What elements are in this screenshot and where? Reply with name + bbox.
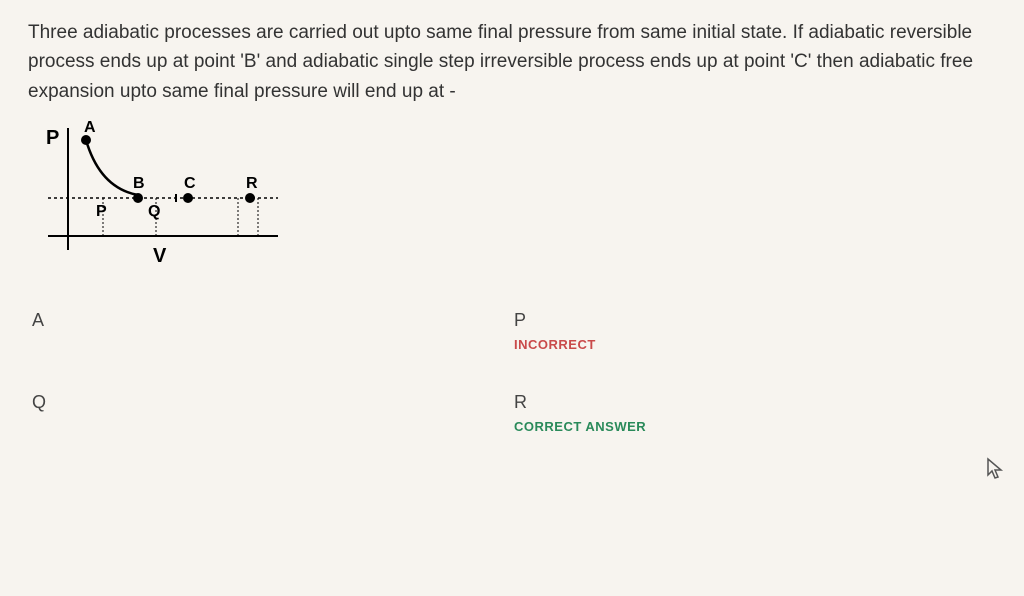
status-incorrect: INCORRECT xyxy=(514,337,936,352)
point-R xyxy=(245,193,255,203)
option-label: Q xyxy=(32,392,454,413)
label-R: R xyxy=(246,175,258,192)
label-B: B xyxy=(133,175,145,192)
option-R[interactable]: R CORRECT ANSWER xyxy=(514,392,936,434)
tick-label-P: P xyxy=(96,203,107,220)
option-label: P xyxy=(514,310,936,331)
question-text: Three adiabatic processes are carried ou… xyxy=(28,18,996,106)
point-C xyxy=(183,193,193,203)
option-Q[interactable]: Q xyxy=(32,392,454,434)
x-axis-label: V xyxy=(153,245,167,267)
label-C: C xyxy=(184,175,196,192)
y-axis-label: P xyxy=(46,127,59,149)
label-A: A xyxy=(84,120,96,136)
option-label: R xyxy=(514,392,936,413)
option-P[interactable]: P INCORRECT xyxy=(514,310,936,352)
point-B xyxy=(133,193,143,203)
options-grid: A P INCORRECT Q R CORRECT ANSWER xyxy=(28,310,996,434)
tick-label-Q: Q xyxy=(148,203,160,220)
pv-diagram: P V A B C R P Q xyxy=(28,120,288,270)
cursor-icon xyxy=(986,457,1006,486)
status-correct: CORRECT ANSWER xyxy=(514,419,936,434)
option-label: A xyxy=(32,310,454,331)
point-A xyxy=(81,135,91,145)
option-A[interactable]: A xyxy=(32,310,454,352)
adiabat-curve xyxy=(86,140,138,195)
